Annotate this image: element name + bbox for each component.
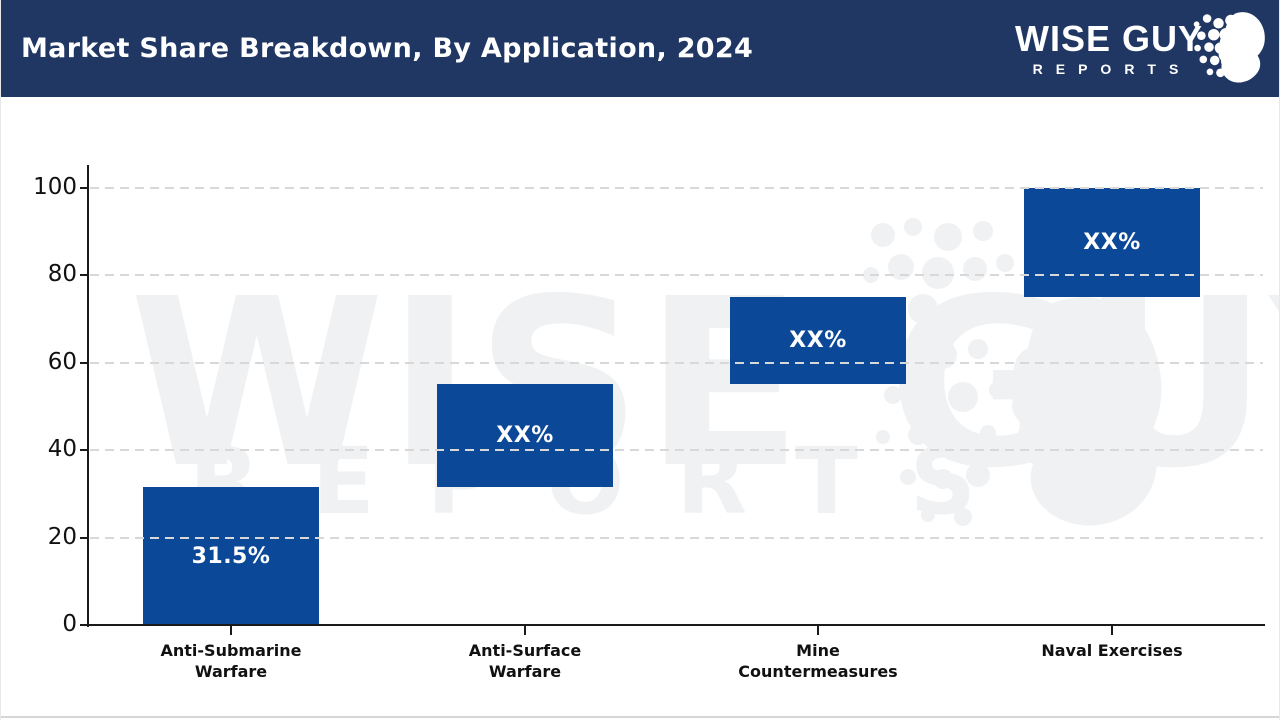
x-tick-mark-2 — [524, 626, 526, 635]
y-tick-mark-20 — [80, 536, 89, 539]
x-category-label: Mine Countermeasures — [738, 641, 898, 681]
x-category-label: Naval Exercises — [1041, 641, 1183, 660]
gridline-20 — [90, 536, 1263, 539]
x-tick-mark-3 — [817, 626, 819, 635]
bar-value-label: XX% — [789, 328, 847, 354]
bar-3: XX% — [730, 296, 906, 385]
gridline-60 — [90, 361, 1263, 364]
y-tick-mark-0 — [80, 624, 89, 626]
y-tick-label-80: 80 — [47, 261, 77, 287]
bar-1: 31.5% — [143, 487, 319, 625]
bottom-border-rule — [1, 716, 1279, 718]
logo-wordmark: WISE GUY — [1014, 17, 1203, 59]
y-tick-label-60: 60 — [47, 348, 77, 375]
x-category-label: Anti-Surface Warfare — [468, 641, 582, 681]
x-tick-mark-1 — [230, 626, 232, 635]
page-title: Market Share Breakdown, By Application, … — [21, 33, 754, 64]
y-tick-label-40: 40 — [47, 436, 77, 462]
y-tick-label-20: 20 — [47, 523, 77, 550]
x-category-label: Anti-Submarine Warfare — [160, 641, 302, 681]
y-tick-mark-80 — [80, 274, 89, 276]
bar-value-label: XX% — [1083, 229, 1141, 255]
wise-guy-logo: WISE GUY REPORTS — [1015, 7, 1269, 91]
logo-text: WISE GUY REPORTS — [1014, 17, 1203, 77]
x-axis-line — [87, 624, 1265, 626]
x-tick-mark-4 — [1111, 626, 1113, 635]
gridline-80 — [90, 274, 1263, 276]
bar-value-label: 31.5% — [191, 543, 271, 569]
gridline-40 — [90, 449, 1263, 451]
bar-value-label: XX% — [496, 423, 554, 449]
y-tick-mark-40 — [80, 449, 89, 451]
y-tick-label-0: 0 — [62, 611, 77, 637]
header-bar: Market Share Breakdown, By Application, … — [1, 0, 1279, 97]
y-tick-label-100: 100 — [33, 173, 77, 200]
y-axis-line — [87, 165, 89, 627]
bar-4: XX% — [1024, 187, 1200, 297]
logo-face-icon — [1193, 11, 1265, 83]
y-tick-mark-100 — [80, 186, 89, 189]
logo-subtitle: REPORTS — [1032, 60, 1192, 77]
y-tick-mark-60 — [80, 361, 89, 364]
gridline-100 — [90, 186, 1263, 189]
bar-2: XX% — [437, 384, 613, 488]
